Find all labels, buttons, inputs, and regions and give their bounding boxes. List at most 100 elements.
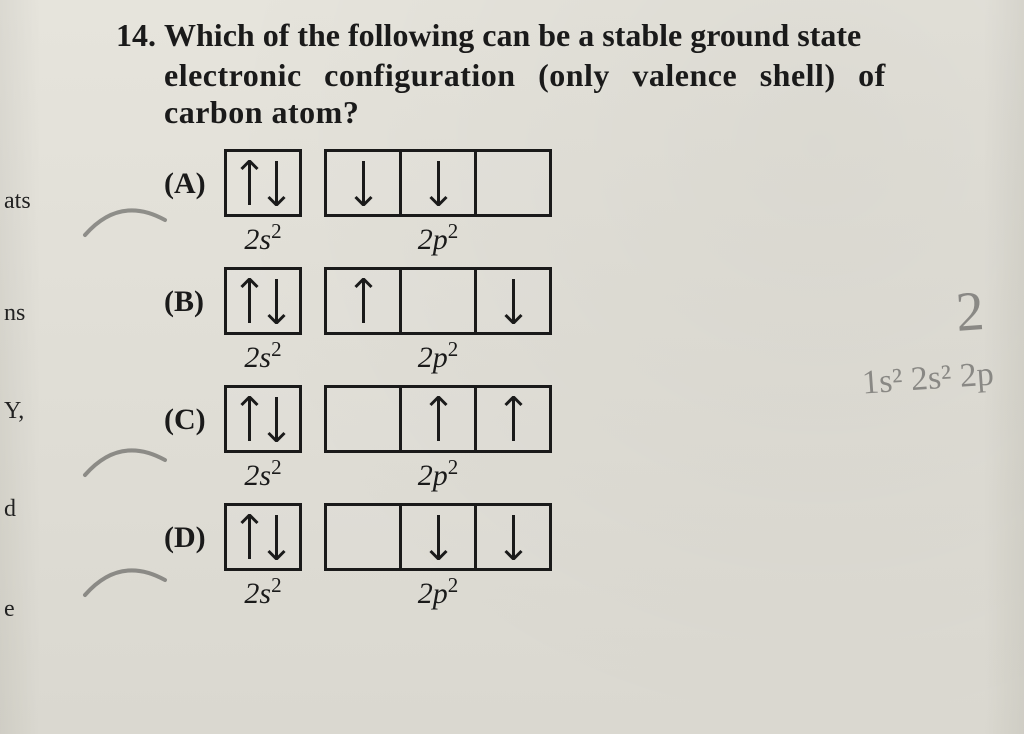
orbital-group: 2s2 bbox=[224, 149, 302, 257]
orbital-cell bbox=[474, 385, 552, 453]
pencil-scribble-2: 2 bbox=[954, 279, 986, 345]
option-row: (A) 2s2 2p2 bbox=[164, 149, 980, 257]
orbital-sublabel: 2p2 bbox=[418, 573, 459, 611]
orbital-boxes: 2s2 2p2 bbox=[224, 267, 552, 375]
orbital-cell bbox=[474, 149, 552, 217]
electron-pair bbox=[429, 160, 448, 206]
orbital-row bbox=[224, 385, 302, 453]
orbital-cell bbox=[224, 503, 302, 571]
orbital-row bbox=[224, 149, 302, 217]
option-row: (B) 2s2 2p2 bbox=[164, 267, 980, 375]
arrow-down-icon bbox=[504, 278, 523, 324]
electron-pair bbox=[240, 278, 286, 324]
arrow-down-icon bbox=[267, 278, 286, 324]
orbital-diagram: 2s2 2p2 bbox=[224, 385, 552, 493]
question-text-1: Which of the following can be a stable g… bbox=[164, 14, 980, 57]
margin-fragment: ats bbox=[4, 188, 31, 215]
margin-fragment: Y, bbox=[4, 398, 24, 425]
question-block: 14. Which of the following can be a stab… bbox=[100, 14, 980, 621]
question-line-1: 14. Which of the following can be a stab… bbox=[100, 14, 980, 57]
option-label: (A) bbox=[164, 149, 224, 201]
option-label: (B) bbox=[164, 267, 224, 319]
arrow-up-icon bbox=[240, 396, 259, 442]
orbital-diagram: 2s2 2p2 bbox=[224, 149, 552, 257]
electron-pair bbox=[504, 396, 523, 442]
orbital-cell bbox=[324, 385, 402, 453]
orbital-boxes: 2s2 2p2 bbox=[224, 385, 552, 493]
question-number: 14. bbox=[100, 14, 164, 57]
margin-fragment: e bbox=[4, 596, 15, 623]
orbital-group: 2s2 bbox=[224, 267, 302, 375]
arrow-down-icon bbox=[429, 514, 448, 560]
orbital-sublabel: 2s2 bbox=[244, 219, 281, 257]
electron-pair bbox=[240, 396, 286, 442]
orbital-boxes: 2s2 2p2 bbox=[224, 503, 552, 611]
orbital-sublabel: 2s2 bbox=[244, 337, 281, 375]
option-row: (D) 2s2 2p2 bbox=[164, 503, 980, 611]
orbital-cell bbox=[324, 267, 402, 335]
electron-pair bbox=[429, 514, 448, 560]
question-text-3: carbon atom? bbox=[100, 94, 980, 131]
orbital-sublabel: 2s2 bbox=[244, 573, 281, 611]
orbital-cell bbox=[224, 149, 302, 217]
question-text-2: electronic configuration (only valence s… bbox=[100, 57, 980, 94]
orbital-group: 2p2 bbox=[324, 385, 552, 493]
electron-pair bbox=[240, 514, 286, 560]
arrow-up-icon bbox=[429, 396, 448, 442]
orbital-group: 2p2 bbox=[324, 267, 552, 375]
arrow-down-icon bbox=[429, 160, 448, 206]
arrow-down-icon bbox=[504, 514, 523, 560]
strike-mark-a bbox=[80, 190, 170, 250]
orbital-sublabel: 2s2 bbox=[244, 455, 281, 493]
electron-pair bbox=[504, 278, 523, 324]
orbital-group: 2p2 bbox=[324, 503, 552, 611]
option-row: (C) 2s2 2p2 bbox=[164, 385, 980, 493]
orbital-diagram: 2s2 2p2 bbox=[224, 267, 552, 375]
electron-pair bbox=[354, 160, 373, 206]
orbital-row bbox=[224, 503, 302, 571]
arrow-up-icon bbox=[240, 278, 259, 324]
orbital-cell bbox=[399, 503, 477, 571]
orbital-group: 2s2 bbox=[224, 385, 302, 493]
arrow-up-icon bbox=[354, 278, 373, 324]
orbital-group: 2s2 bbox=[224, 503, 302, 611]
orbital-sublabel: 2p2 bbox=[418, 219, 459, 257]
orbital-row bbox=[324, 385, 552, 453]
option-label: (C) bbox=[164, 385, 224, 437]
orbital-cell bbox=[399, 149, 477, 217]
orbital-row bbox=[224, 267, 302, 335]
arrow-down-icon bbox=[267, 396, 286, 442]
electron-pair bbox=[429, 396, 448, 442]
orbital-sublabel: 2p2 bbox=[418, 455, 459, 493]
orbital-row bbox=[324, 503, 552, 571]
electron-pair bbox=[354, 278, 373, 324]
orbital-cell bbox=[324, 149, 402, 217]
orbital-boxes: 2s2 2p2 bbox=[224, 149, 552, 257]
arrow-up-icon bbox=[504, 396, 523, 442]
arrow-down-icon bbox=[267, 514, 286, 560]
orbital-cell bbox=[474, 503, 552, 571]
arrow-down-icon bbox=[354, 160, 373, 206]
electron-pair bbox=[240, 160, 286, 206]
orbital-row bbox=[324, 149, 552, 217]
orbital-diagram: 2s2 2p2 bbox=[224, 503, 552, 611]
electron-pair bbox=[504, 514, 523, 560]
options-container: (A) 2s2 2p2(B) 2s2 2p2(C) 2s2 2p2(D) bbox=[100, 149, 980, 611]
orbital-row bbox=[324, 267, 552, 335]
orbital-cell bbox=[399, 385, 477, 453]
orbital-cell bbox=[474, 267, 552, 335]
orbital-group: 2p2 bbox=[324, 149, 552, 257]
arrow-up-icon bbox=[240, 514, 259, 560]
arrow-up-icon bbox=[240, 160, 259, 206]
orbital-cell bbox=[224, 385, 302, 453]
orbital-cell bbox=[399, 267, 477, 335]
arrow-down-icon bbox=[267, 160, 286, 206]
margin-fragment: ns bbox=[4, 300, 25, 327]
strike-mark-d bbox=[80, 550, 170, 610]
orbital-sublabel: 2p2 bbox=[418, 337, 459, 375]
option-label: (D) bbox=[164, 503, 224, 555]
margin-fragment: d bbox=[4, 496, 16, 523]
strike-mark-c bbox=[80, 430, 170, 490]
orbital-cell bbox=[324, 503, 402, 571]
orbital-cell bbox=[224, 267, 302, 335]
